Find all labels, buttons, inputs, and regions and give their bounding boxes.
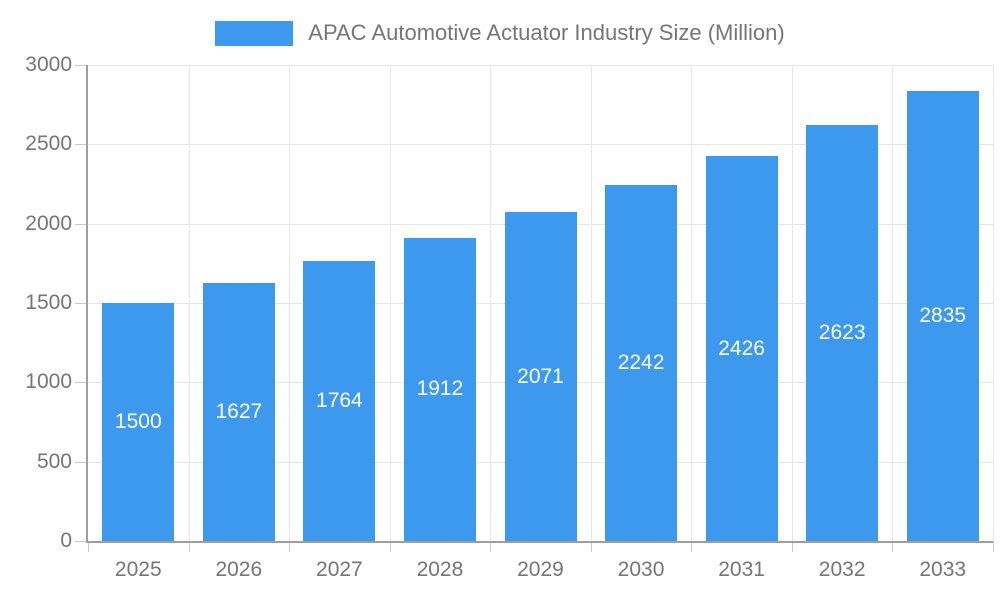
x-axis-label: 2027 bbox=[316, 558, 363, 581]
v-gridline bbox=[791, 65, 793, 541]
bar bbox=[504, 212, 577, 541]
legend-label: APAC Automotive Actuator Industry Size (… bbox=[308, 20, 785, 45]
bar bbox=[806, 124, 879, 541]
x-axis-label: 2026 bbox=[215, 558, 263, 581]
y-axis-label: 2000 bbox=[25, 211, 72, 235]
y-tick-mark bbox=[75, 303, 88, 304]
bar-value-label: 2242 bbox=[617, 351, 665, 375]
legend-swatch bbox=[215, 20, 294, 46]
x-axis-label: 2025 bbox=[114, 558, 162, 581]
h-gridline bbox=[88, 144, 993, 146]
x-tick-mark bbox=[188, 541, 190, 552]
bar-value-label: 2835 bbox=[919, 304, 967, 328]
x-tick-mark bbox=[791, 541, 793, 552]
h-gridline bbox=[88, 65, 993, 66]
x-tick-mark bbox=[490, 541, 492, 552]
v-gridline bbox=[590, 65, 592, 541]
y-axis-label: 1000 bbox=[25, 370, 72, 394]
x-tick-mark bbox=[289, 541, 291, 552]
x-tick-mark bbox=[993, 541, 994, 552]
bar bbox=[102, 303, 175, 541]
y-tick-mark bbox=[75, 541, 88, 542]
x-tick-mark bbox=[691, 541, 693, 552]
y-axis-label: 3000 bbox=[25, 53, 72, 76]
x-axis-label: 2032 bbox=[818, 558, 866, 581]
bar-value-label: 2623 bbox=[818, 320, 866, 344]
x-axis-label: 2030 bbox=[617, 558, 665, 581]
x-axis-label: 2029 bbox=[517, 558, 564, 581]
x-tick-mark bbox=[88, 541, 89, 552]
bar bbox=[906, 91, 979, 541]
bar bbox=[202, 282, 275, 541]
y-axis-label: 1500 bbox=[25, 291, 72, 314]
y-axis-label: 0 bbox=[60, 529, 72, 552]
v-gridline bbox=[892, 65, 894, 541]
x-axis-label: 2033 bbox=[919, 558, 967, 581]
x-tick-mark bbox=[892, 541, 894, 552]
bar-value-label: 1912 bbox=[416, 377, 464, 401]
v-gridline bbox=[188, 65, 190, 541]
y-tick-mark bbox=[75, 223, 88, 225]
bar-value-label: 1764 bbox=[316, 389, 363, 413]
y-axis-label: 500 bbox=[36, 449, 72, 473]
bar bbox=[403, 237, 476, 541]
bar bbox=[605, 185, 678, 541]
y-tick-mark bbox=[75, 144, 88, 146]
y-tick-mark bbox=[75, 461, 88, 463]
bar bbox=[303, 261, 376, 541]
bar-value-label: 1627 bbox=[215, 399, 263, 423]
bar-value-label: 1500 bbox=[114, 410, 162, 433]
x-axis-label: 2028 bbox=[416, 558, 464, 581]
v-gridline bbox=[691, 65, 693, 541]
x-tick-mark bbox=[389, 541, 391, 552]
y-axis-line bbox=[86, 65, 88, 543]
x-axis-line bbox=[86, 541, 993, 543]
y-axis-label: 2500 bbox=[25, 132, 72, 156]
x-axis-label: 2031 bbox=[718, 558, 765, 581]
v-gridline bbox=[993, 65, 994, 541]
x-tick-mark bbox=[590, 541, 592, 552]
bar-value-label: 2071 bbox=[517, 364, 564, 388]
y-tick-mark bbox=[75, 65, 88, 66]
y-tick-mark bbox=[75, 382, 88, 384]
bar-value-label: 2426 bbox=[718, 336, 765, 360]
v-gridline bbox=[389, 65, 391, 541]
bar bbox=[705, 156, 778, 541]
chart-legend[interactable]: APAC Automotive Actuator Industry Size (… bbox=[0, 20, 1000, 46]
v-gridline bbox=[490, 65, 492, 541]
v-gridline bbox=[289, 65, 291, 541]
